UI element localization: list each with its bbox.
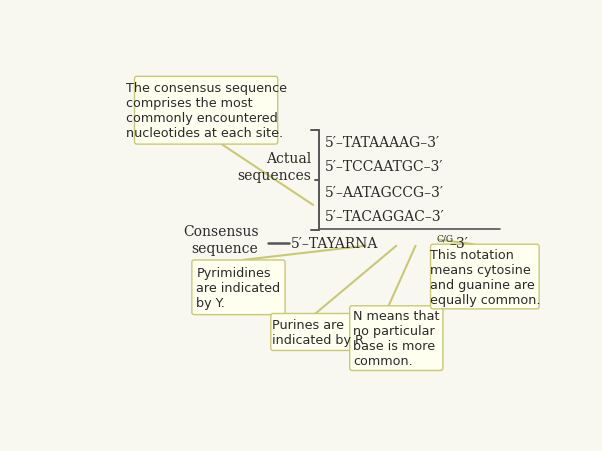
FancyBboxPatch shape: [271, 314, 368, 351]
Text: C/G: C/G: [436, 234, 453, 243]
Text: –3′: –3′: [450, 237, 468, 251]
Text: 5′–TCCAATGC–3′: 5′–TCCAATGC–3′: [324, 160, 443, 174]
Text: Consensus
sequence: Consensus sequence: [183, 225, 258, 255]
Text: 5′–TACAGGAC–3′: 5′–TACAGGAC–3′: [324, 210, 444, 224]
Text: Purines are
indicated by R.: Purines are indicated by R.: [272, 318, 367, 346]
Text: This notation
means cytosine
and guanine are
equally common.: This notation means cytosine and guanine…: [430, 248, 540, 306]
FancyBboxPatch shape: [350, 306, 443, 371]
FancyBboxPatch shape: [134, 77, 278, 145]
Text: N means that
no particular
base is more
common.: N means that no particular base is more …: [353, 309, 439, 367]
Text: Actual
sequences: Actual sequences: [238, 152, 312, 182]
Text: 5′–TATAAAAG–3′: 5′–TATAAAAG–3′: [324, 135, 440, 149]
Text: Pyrimidines
are indicated
by Y.: Pyrimidines are indicated by Y.: [196, 266, 281, 309]
Text: 5′–TAYARNA: 5′–TAYARNA: [291, 237, 378, 251]
FancyBboxPatch shape: [430, 244, 539, 309]
FancyBboxPatch shape: [192, 260, 285, 315]
Text: 5′–AATAGCCG–3′: 5′–AATAGCCG–3′: [324, 185, 444, 199]
Text: The consensus sequence
comprises the most
commonly encountered
nucleotides at ea: The consensus sequence comprises the mos…: [126, 82, 287, 140]
